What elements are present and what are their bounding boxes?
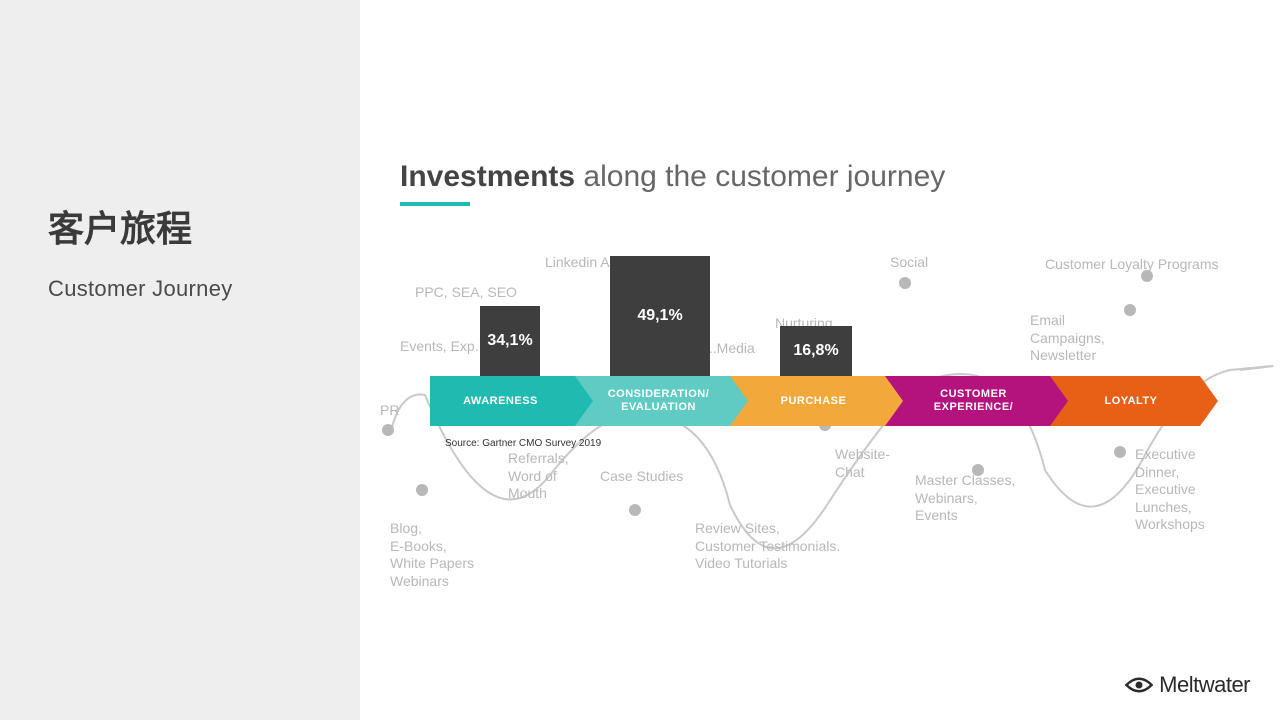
touchpoint-label: Customer Loyalty Programs [1045,256,1219,274]
chart-title-rest: along the customer journey [575,160,945,193]
touchpoint-label: Executive Dinner, Executive Lunches, Wor… [1135,446,1205,534]
title-underline [400,202,470,206]
brand-logo: Meltwater [1125,672,1250,698]
investment-bar: 34,1% [480,306,540,376]
source-text: Source: Gartner CMO Survey 2019 [445,438,601,449]
phase-label: PURCHASE [781,395,847,408]
journey-dot [416,484,428,496]
touchpoint-label: Case Studies [600,468,683,486]
touchpoint-label: PPC, SEA, SEO [415,284,517,302]
main-area: Investments along the customer journey P… [360,0,1280,720]
touchpoint-label: ...Media [705,340,755,358]
phase-arrow: CONSIDERATION/ EVALUATION [575,376,730,426]
journey-dot [1114,446,1126,458]
slide-root: 客户旅程 Customer Journey Investments along … [0,0,1280,720]
touchpoint-label: Blog, E-Books, White Papers Webinars [390,520,474,590]
journey-dot [629,504,641,516]
phase-arrow: LOYALTY [1050,376,1200,426]
sidebar-title-cn: 客户旅程 [48,200,320,252]
phase-arrow: AWARENESS [430,376,575,426]
chart-title-bold: Investments [400,160,575,193]
touchpoint-label: Events, Exp... [400,338,486,356]
phase-arrows: AWARENESS CONSIDERATION/ EVALUATION PURCHA… [430,376,1200,426]
touchpoint-label: Email Campaigns, Newsletter [1030,312,1105,365]
touchpoint-label: Website- Chat [835,446,890,481]
touchpoint-label: Review Sites, Customer Testimonials. Vid… [695,520,840,573]
sidebar-title-en: Customer Journey [48,276,320,302]
logo-text: Meltwater [1159,672,1250,698]
journey-dot [899,277,911,289]
logo-eye-icon [1125,674,1153,696]
sidebar: 客户旅程 Customer Journey [0,0,360,720]
touchpoint-label: PR [380,402,399,420]
touchpoint-label: Social [890,254,928,272]
touchpoint-label: Master Classes, Webinars, Events [915,472,1015,525]
touchpoint-label: Referrals, Word of Mouth [508,450,569,503]
investment-bar: 49,1% [610,256,710,376]
phase-label: AWARENESS [463,395,538,408]
phase-label: LOYALTY [1104,395,1157,408]
phase-arrow: CUSTOMER EXPERIENCE/ [885,376,1050,426]
journey-dot [382,424,394,436]
journey-dot [1124,304,1136,316]
chart-title: Investments along the customer journey [400,160,945,194]
phase-arrow: PURCHASE [730,376,885,426]
investment-bar: 16,8% [780,326,852,376]
phase-label: CUSTOMER EXPERIENCE/ [915,388,1032,413]
phase-label: CONSIDERATION/ EVALUATION [608,388,710,413]
